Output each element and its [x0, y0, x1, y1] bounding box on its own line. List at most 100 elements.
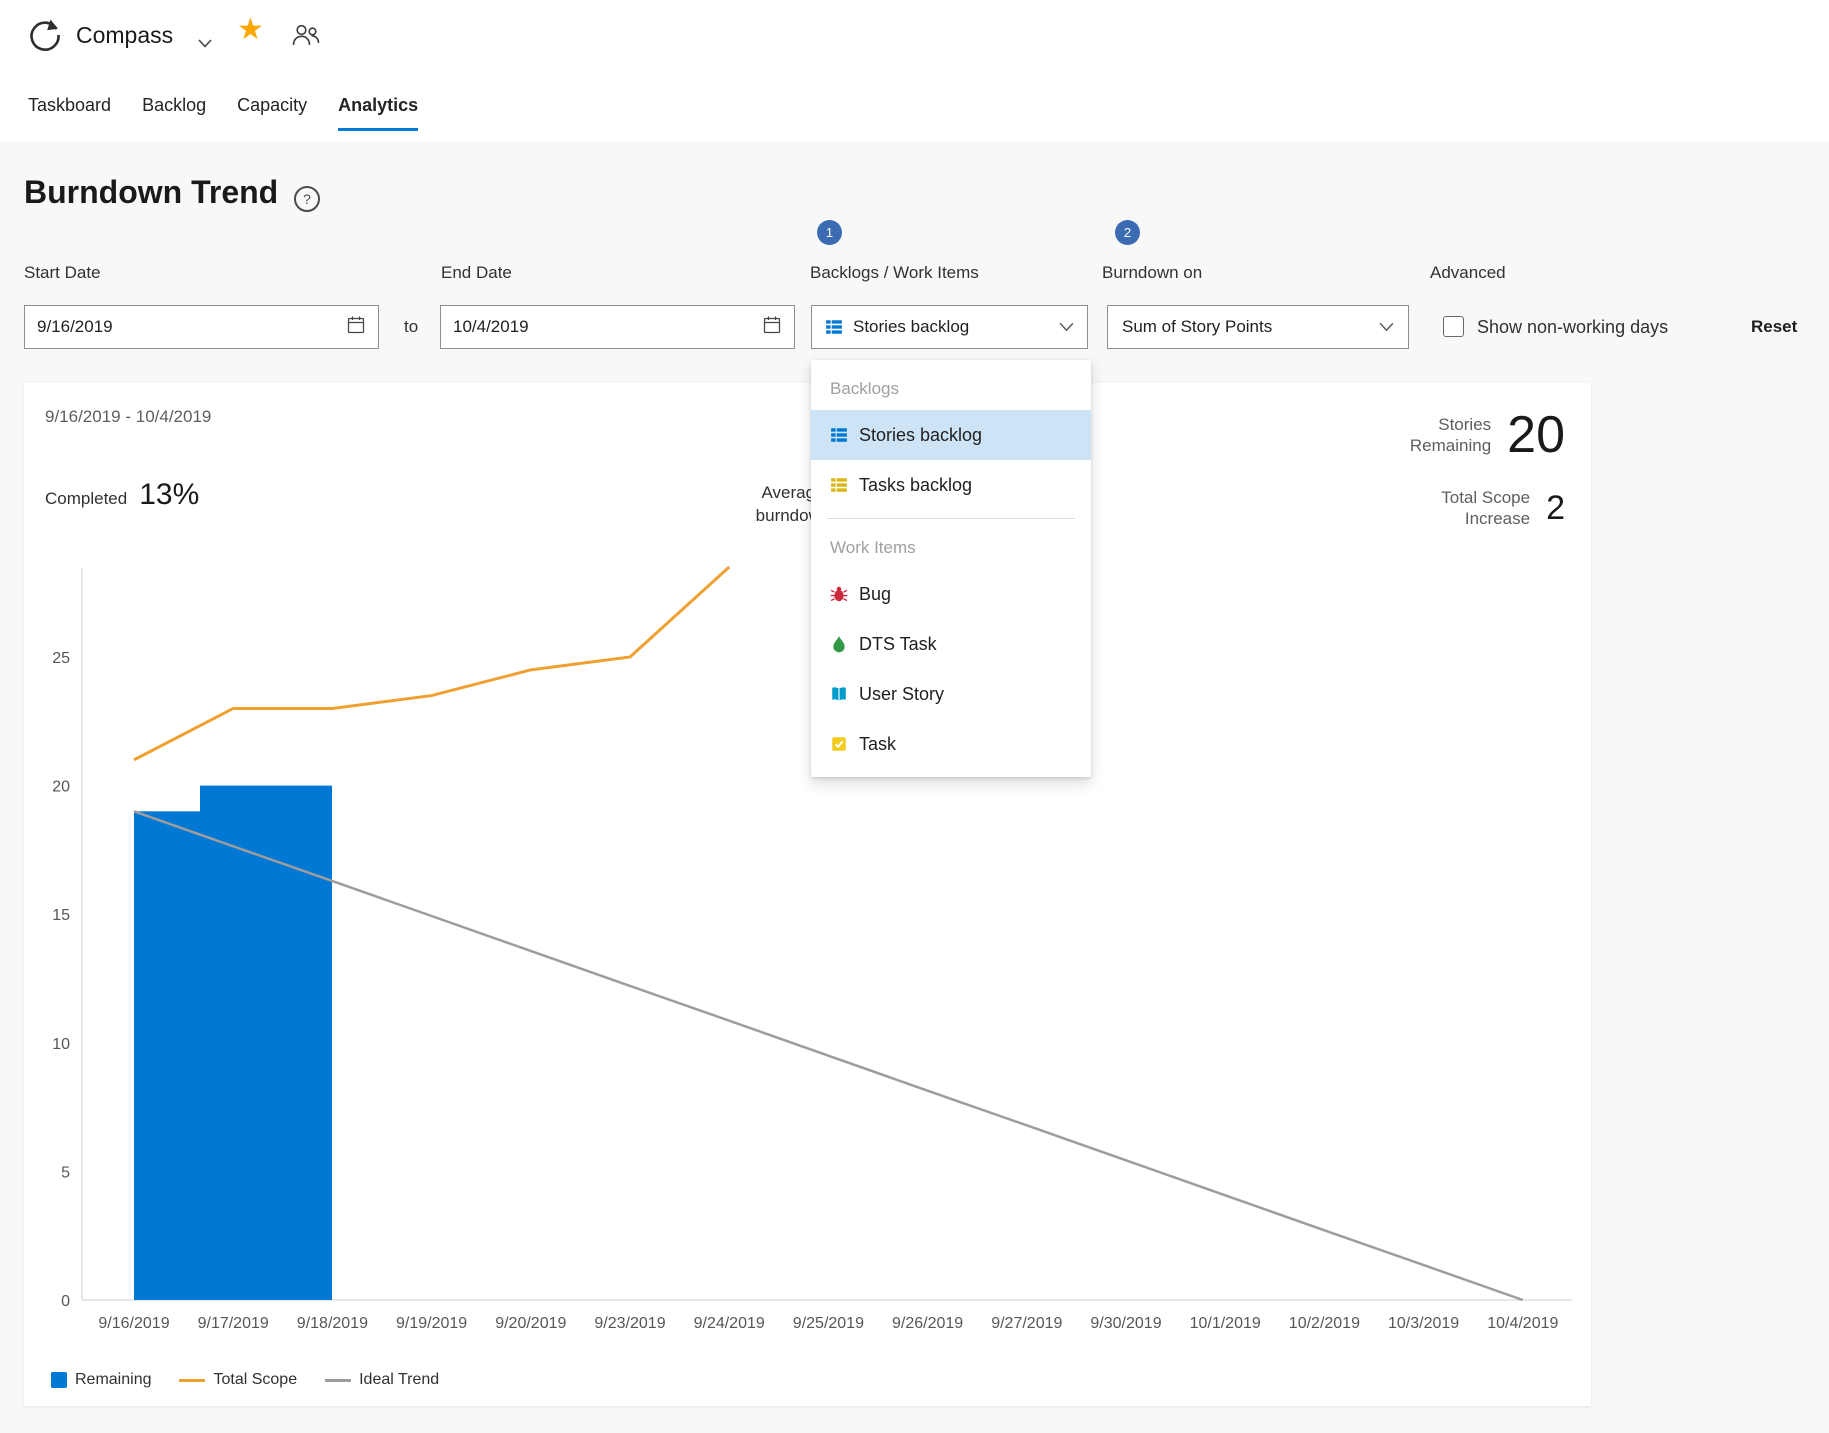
x-axis-labels: 9/16/2019 9/17/2019 9/18/2019 9/19/2019 9/20… [98, 1315, 1558, 1332]
chart-date-range: 9/16/2019 - 10/4/2019 [45, 407, 212, 426]
step-badge-1: 1 [817, 220, 842, 245]
menu-item-label: Bug [859, 583, 892, 604]
menu-item-dts-task[interactable]: DTS Task [811, 619, 1091, 669]
user-story-icon [830, 685, 848, 703]
chevron-down-icon [1379, 317, 1394, 337]
stories-remaining-value: 20 [1507, 406, 1565, 464]
chevron-down-icon[interactable] [198, 35, 212, 53]
project-name[interactable]: Compass [76, 22, 174, 48]
tab-taskboard[interactable]: Taskboard [28, 95, 112, 115]
tab-backlog[interactable]: Backlog [142, 95, 207, 115]
legend-marker [179, 1378, 206, 1382]
svg-text:25: 25 [52, 650, 70, 667]
y-axis-labels: 0 5 10 15 20 25 [52, 650, 70, 1310]
advanced-label: Advanced [1430, 263, 1506, 282]
chevron-down-icon [1059, 317, 1074, 337]
end-date-input[interactable]: 10/4/2019 [440, 305, 795, 349]
svg-text:10/2/2019: 10/2/2019 [1289, 1315, 1360, 1332]
svg-text:9/24/2019: 9/24/2019 [694, 1315, 765, 1332]
burndown-on-label: Burndown on [1102, 263, 1203, 282]
end-date-value: 10/4/2019 [453, 317, 529, 336]
backlog-board-icon-blue [830, 426, 848, 444]
end-date-label: End Date [441, 263, 512, 282]
burndown-on-select-value: Sum of Story Points [1122, 317, 1273, 336]
menu-section-header-work-items: Work Items [830, 538, 916, 557]
star-icon[interactable]: ★ [237, 13, 264, 46]
total-scope-line [133, 565, 731, 762]
svg-text:9/18/2019: 9/18/2019 [297, 1315, 368, 1332]
stories-remaining-label-2: Remaining [1409, 436, 1492, 455]
step-badge-2: 2 [1115, 220, 1140, 245]
legend-label: Total Scope [213, 1371, 298, 1388]
svg-text:5: 5 [61, 1164, 70, 1181]
total-scope-increase-value: 2 [1546, 488, 1565, 527]
menu-item-label: DTS Task [859, 633, 937, 654]
svg-text:9/30/2019: 9/30/2019 [1090, 1315, 1161, 1332]
tab-analytics[interactable]: Analytics [338, 95, 419, 131]
svg-text:20: 20 [52, 779, 70, 796]
svg-text:9/17/2019: 9/17/2019 [198, 1315, 269, 1332]
menu-item-stories-backlog[interactable]: Stories backlog [811, 410, 1091, 460]
stories-remaining-label-1: Stories [1438, 415, 1492, 434]
svg-text:9/23/2019: 9/23/2019 [594, 1315, 665, 1332]
backlog-board-icon-blue [825, 318, 843, 336]
tab-bar: Taskboard Backlog Capacity Analytics [28, 95, 419, 131]
legend-remaining: Remaining [51, 1371, 151, 1389]
show-non-working-days-label[interactable]: Show non-working days [1477, 317, 1669, 337]
menu-item-label: Tasks backlog [859, 474, 973, 495]
total-scope-increase-stat: Total Scope Increase 2 [1441, 487, 1565, 529]
menu-item-label: Stories backlog [859, 424, 983, 445]
start-date-input[interactable]: 9/16/2019 [24, 305, 379, 349]
menu-item-bug[interactable]: Bug [811, 569, 1091, 619]
help-icon[interactable]: ? [294, 186, 320, 212]
svg-text:9/25/2019: 9/25/2019 [793, 1315, 864, 1332]
chart-legend: Remaining Total Scope Ideal Trend [51, 1371, 439, 1389]
stories-remaining-stat: Stories Remaining 20 [1410, 405, 1565, 465]
date-range-separator: to [404, 317, 419, 336]
menu-item-label: Task [859, 733, 897, 754]
menu-section-header-backlogs: Backlogs [830, 379, 899, 398]
backlogs-select[interactable]: Stories backlog [811, 305, 1088, 349]
burndown-chart-card: 9/16/2019 - 10/4/2019 Completed 13% Aver… [24, 383, 1591, 1406]
legend-total-scope: Total Scope [179, 1371, 297, 1389]
svg-text:9/27/2019: 9/27/2019 [991, 1315, 1062, 1332]
menu-item-tasks-backlog[interactable]: Tasks backlog [811, 460, 1091, 510]
burndown-on-select[interactable]: Sum of Story Points [1107, 305, 1409, 349]
completed-label: Completed [45, 489, 128, 508]
remaining-bars [134, 785, 332, 1300]
backlogs-select-value: Stories backlog [853, 317, 970, 336]
bug-icon [830, 585, 848, 603]
legend-label: Ideal Trend [359, 1371, 440, 1388]
svg-text:9/16/2019: 9/16/2019 [98, 1315, 169, 1332]
svg-text:15: 15 [52, 907, 70, 924]
start-date-label: Start Date [24, 263, 101, 282]
page-title: Burndown Trend [24, 174, 279, 210]
backlog-picker-menu: Backlogs Stories backlog Tasks backlog Work… [811, 360, 1091, 777]
menu-item-task[interactable]: Task [811, 719, 1091, 769]
people-icon[interactable] [290, 22, 322, 54]
total-scope-label-2: Increase [1464, 509, 1531, 528]
sprint-cycle-icon[interactable] [26, 16, 64, 59]
menu-divider [827, 518, 1075, 519]
svg-text:10/1/2019: 10/1/2019 [1190, 1315, 1261, 1332]
menu-item-user-story[interactable]: User Story [811, 669, 1091, 719]
total-scope-label-1: Total Scope [1441, 488, 1531, 507]
svg-text:9/26/2019: 9/26/2019 [892, 1315, 963, 1332]
calendar-icon[interactable] [346, 315, 366, 340]
svg-text:10: 10 [52, 1036, 70, 1053]
svg-text:10/3/2019: 10/3/2019 [1388, 1315, 1459, 1332]
calendar-icon[interactable] [762, 315, 782, 340]
tab-capacity[interactable]: Capacity [237, 95, 308, 115]
legend-marker [325, 1378, 352, 1382]
svg-text:0: 0 [61, 1293, 70, 1310]
menu-item-label: User Story [859, 683, 945, 704]
completed-value: 13% [139, 478, 200, 511]
show-non-working-days-checkbox[interactable] [1443, 316, 1464, 337]
start-date-value: 9/16/2019 [37, 317, 113, 336]
backlog-board-icon-yellow [830, 476, 848, 494]
dts-task-icon [830, 635, 848, 653]
reset-button[interactable]: Reset [1751, 317, 1798, 336]
task-icon [830, 735, 848, 753]
